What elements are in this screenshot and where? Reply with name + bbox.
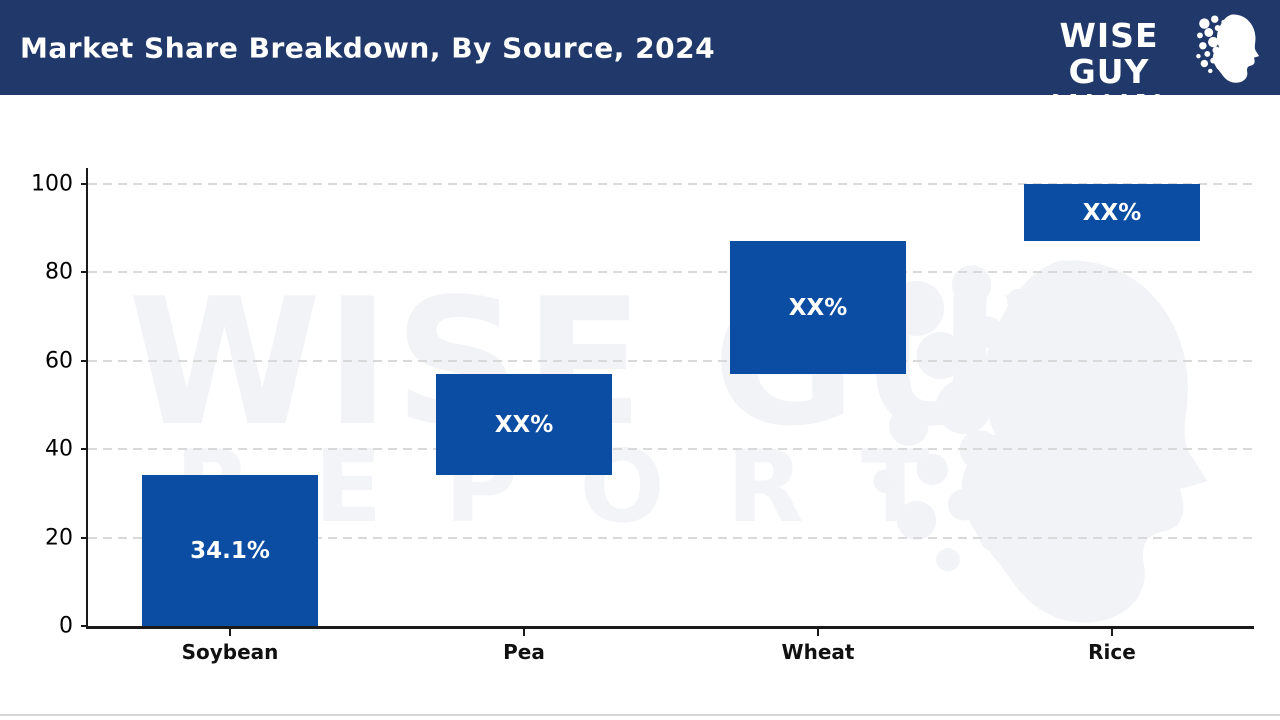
category-label-pea: Pea [503,640,545,664]
header-bar: Market Share Breakdown, By Source, 2024 … [0,0,1280,106]
wiseguy-logo: WISE GUY REPORTS [1018,4,1268,106]
category-label-rice: Rice [1088,640,1136,664]
gridline-60 [88,359,1254,362]
bar-pea: XX% [436,374,612,476]
gridline-100 [88,183,1254,185]
y-tick-20 [81,536,88,539]
y-tick-label-100: 100 [31,171,73,197]
category-label-wheat: Wheat [781,640,855,664]
logo-wordmark: WISE GUY [1059,16,1159,91]
x-tick-soybean [229,629,231,636]
x-tick-pea [523,629,525,636]
y-tick-80 [81,271,88,274]
bar-value-label-rice: XX% [1082,199,1142,226]
category-label-soybean: Soybean [181,640,279,664]
x-tick-rice [1111,629,1113,636]
bar-value-label-wheat: XX% [788,294,848,321]
y-tick-100 [81,183,88,185]
bar-rice: XX% [1024,184,1200,242]
y-tick-label-20: 20 [45,525,73,551]
bar-value-label-pea: XX% [494,411,554,438]
y-tick-40 [81,448,88,451]
gridline-20 [88,536,1254,539]
gridline-40 [88,448,1254,451]
logo-subtext: REPORTS [1051,92,1170,106]
y-tick-label-0: 0 [59,613,73,639]
page-title: Market Share Breakdown, By Source, 2024 [20,31,716,64]
watermark-head-icon [873,260,1208,623]
logo-head-icon [1196,14,1260,83]
y-tick-60 [81,359,88,362]
y-tick-label-80: 80 [45,259,73,285]
y-tick-label-60: 60 [45,348,73,374]
bar-wheat: XX% [730,241,906,375]
y-axis-line [86,168,88,628]
bottom-divider [0,714,1280,716]
bar-soybean: 34.1% [142,475,318,626]
y-tick-label-40: 40 [45,436,73,462]
x-tick-wheat [817,629,819,636]
gridline-80 [88,271,1254,274]
x-axis-line [86,626,1254,629]
y-tick-0 [81,625,88,627]
bar-value-label-soybean: 34.1% [190,537,270,564]
